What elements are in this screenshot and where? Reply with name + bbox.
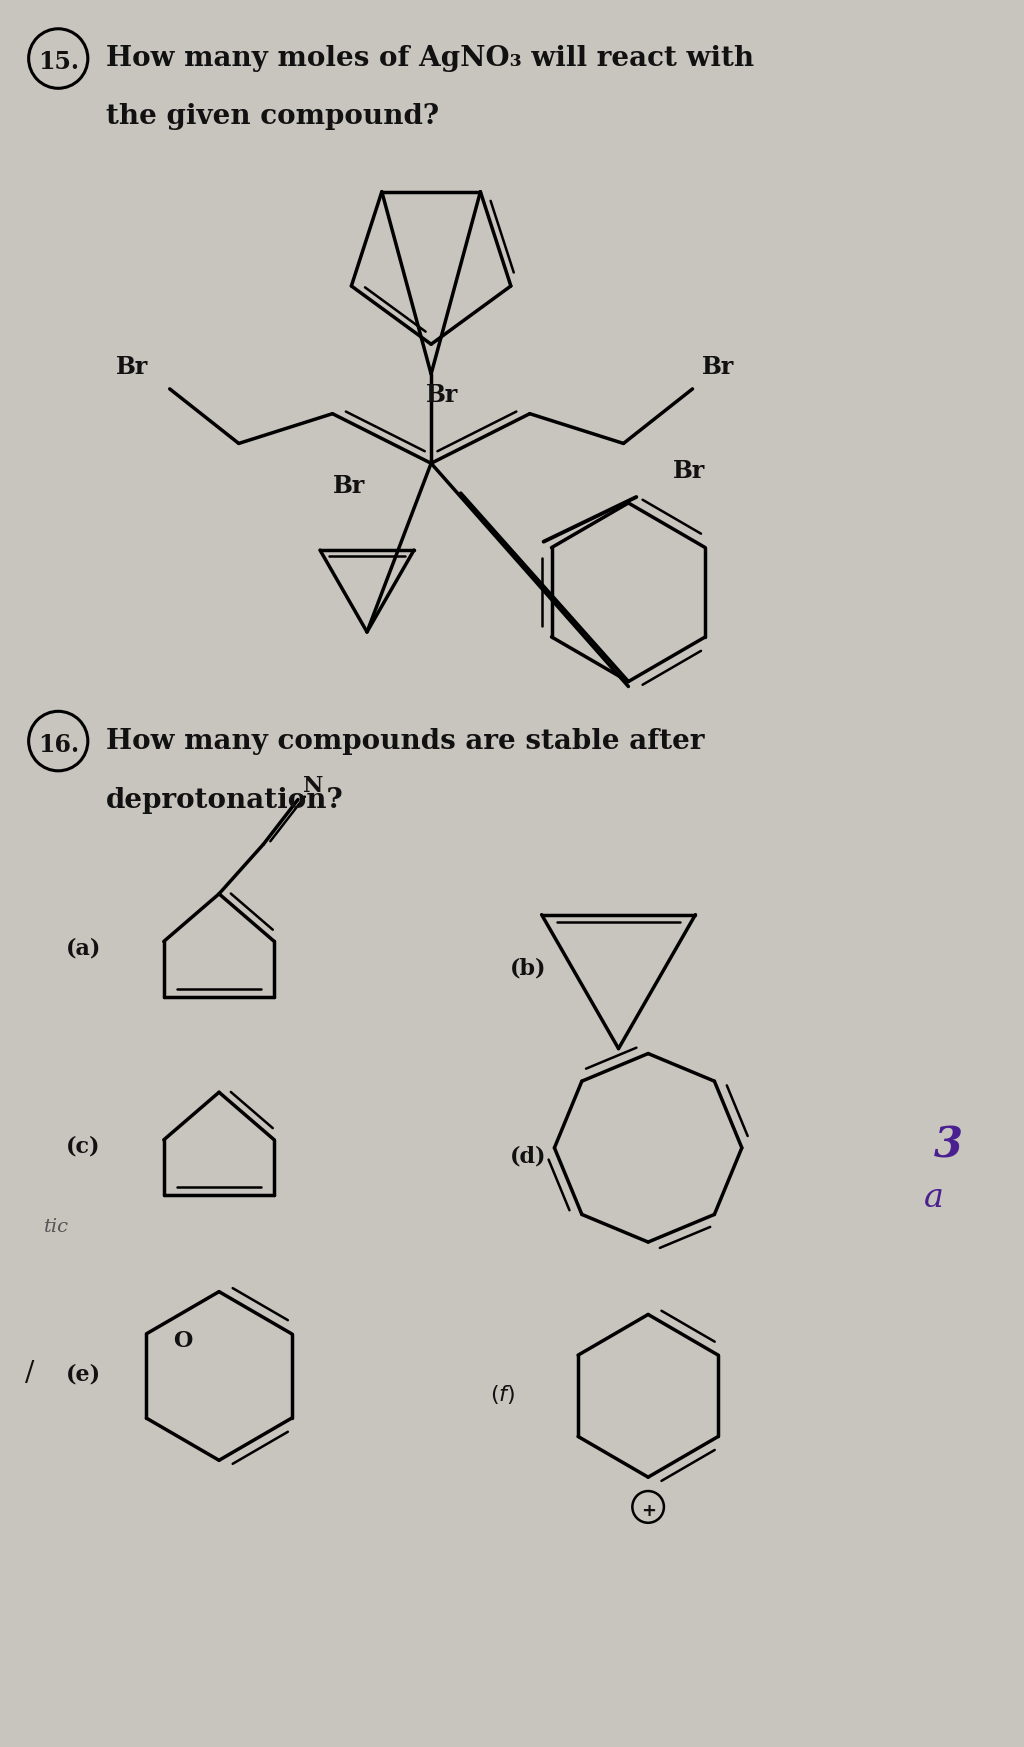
Text: Br: Br	[426, 383, 459, 407]
Text: a: a	[925, 1183, 944, 1214]
Text: (c): (c)	[67, 1136, 100, 1158]
Text: $\mathit{(f)}$: $\mathit{(f)}$	[490, 1384, 515, 1406]
Text: (e): (e)	[67, 1364, 101, 1385]
Text: (b): (b)	[510, 957, 547, 978]
Text: (d): (d)	[510, 1146, 547, 1167]
Text: Br: Br	[116, 355, 147, 379]
Text: How many compounds are stable after: How many compounds are stable after	[105, 727, 705, 755]
Text: Br: Br	[702, 355, 734, 379]
Text: (a): (a)	[67, 938, 101, 959]
Text: tic: tic	[44, 1218, 70, 1237]
Text: the given compound?: the given compound?	[105, 103, 438, 129]
Text: Br: Br	[333, 473, 365, 498]
Text: How many moles of AgNO₃ will react with: How many moles of AgNO₃ will react with	[105, 45, 754, 72]
Text: 3: 3	[934, 1125, 964, 1167]
Text: Br: Br	[673, 459, 706, 484]
Text: O: O	[173, 1331, 193, 1352]
Text: 15.: 15.	[38, 51, 79, 75]
Text: 16.: 16.	[38, 734, 79, 756]
Text: /: /	[25, 1359, 34, 1387]
Text: N: N	[303, 774, 324, 797]
Text: +: +	[641, 1502, 655, 1520]
Text: deprotonation?: deprotonation?	[105, 788, 343, 814]
